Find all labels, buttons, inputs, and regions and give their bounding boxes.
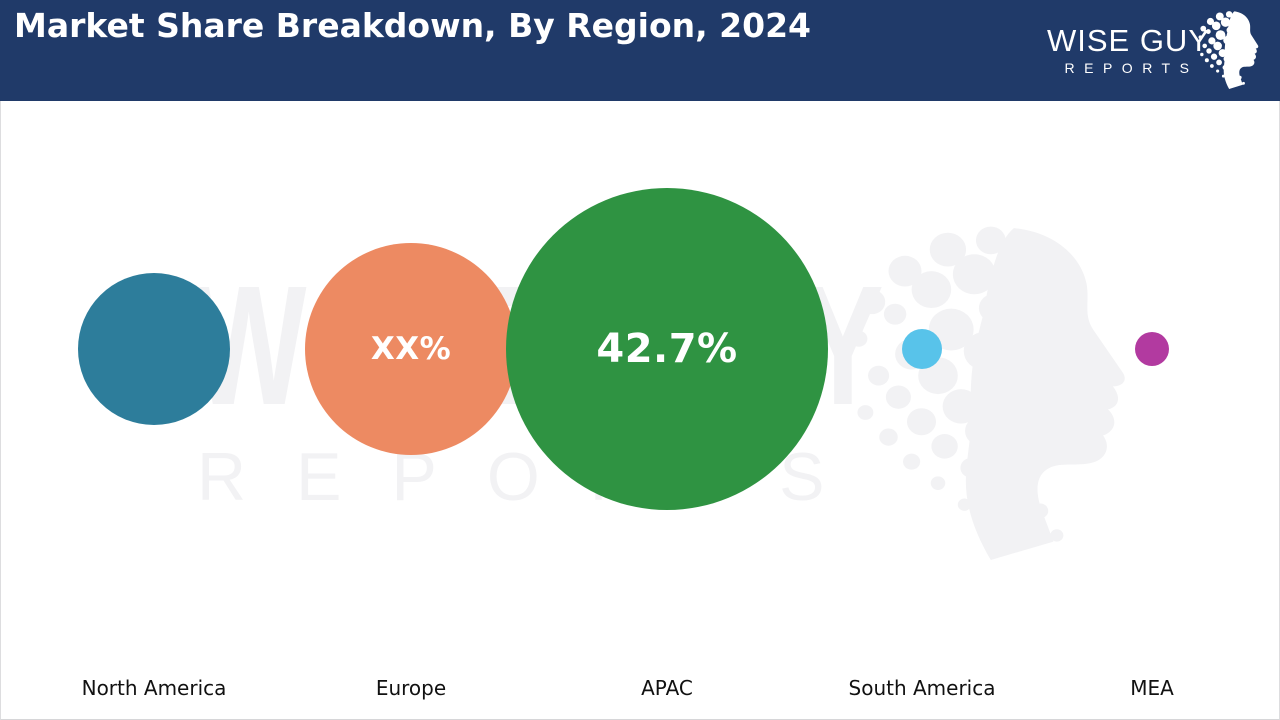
bubble-value-label: XX% <box>370 331 452 367</box>
category-label-mea: MEA <box>1130 676 1174 700</box>
bubble-apac: 42.7% <box>506 188 828 510</box>
bubble-south-america <box>902 329 942 369</box>
category-label-south-america: South America <box>848 676 996 700</box>
brand-head-icon <box>1198 11 1259 89</box>
header: Market Share Breakdown, By Region, 2024 … <box>0 0 1280 101</box>
bubble-europe: XX% <box>305 243 517 455</box>
logo-wordmark: WISE GUY <box>1046 22 1210 58</box>
watermark-head-icon <box>850 226 1125 560</box>
bubble-chart: WISE GUY REPORTS North AmericaXX%Europe4… <box>0 101 1280 720</box>
brand-logo: WISE GUY REPORTS <box>1047 10 1268 89</box>
category-label-apac: APAC <box>641 676 693 700</box>
category-label-north-america: North America <box>81 676 227 700</box>
bubble-north-america <box>78 273 230 425</box>
category-label-europe: Europe <box>375 676 447 700</box>
logo-text: WISE GUY REPORTS <box>1046 22 1210 77</box>
page-title: Market Share Breakdown, By Region, 2024 <box>14 6 811 45</box>
bubble-value-label: 42.7% <box>596 326 738 372</box>
logo-subtext: REPORTS <box>1064 60 1199 77</box>
bubble-mea <box>1135 332 1169 366</box>
